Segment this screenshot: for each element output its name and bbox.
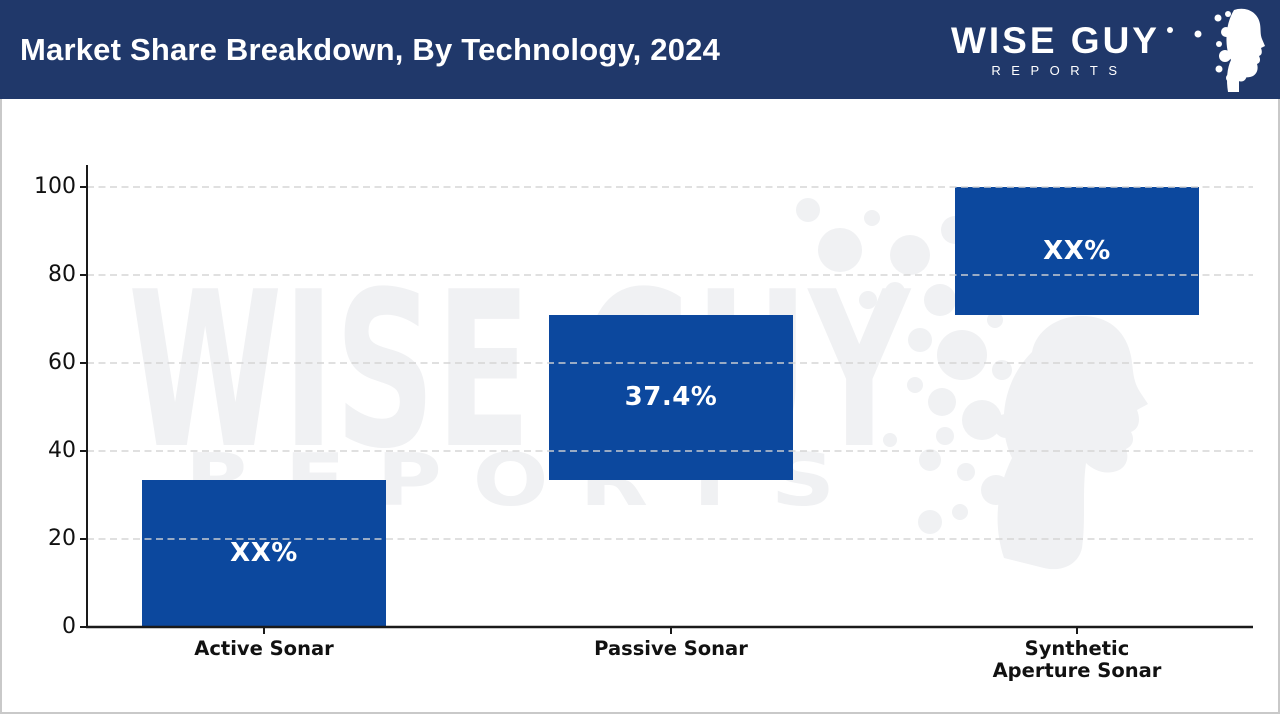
header-bar: Market Share Breakdown, By Technology, 2… — [0, 0, 1280, 99]
bar-value-label: 37.4% — [624, 382, 718, 413]
bar-value-label: XX% — [1043, 236, 1111, 267]
y-tick-label-80: 80 — [48, 262, 76, 287]
brand-logo: WISE GUY REPORTS — [951, 4, 1266, 96]
y-tick-label-40: 40 — [48, 438, 76, 463]
logo-face-icon — [1167, 8, 1265, 93]
bar-value-label: XX% — [230, 538, 298, 569]
y-tick-label-100: 100 — [34, 174, 76, 199]
bar-segment-0: XX% — [142, 479, 386, 627]
logo-wordmark: WISE GUY — [950, 19, 1160, 61]
bar-segment-1: 37.4% — [549, 315, 793, 480]
y-tick-label-0: 0 — [62, 614, 76, 639]
logo-subtitle: REPORTS — [991, 63, 1128, 79]
category-label-0: Active Sonar — [194, 637, 334, 660]
category-label-1: Passive Sonar — [594, 637, 748, 660]
category-label-2: Synthetic Aperture Sonar — [992, 637, 1162, 682]
chart-title: Market Share Breakdown, By Technology, 2… — [20, 31, 721, 67]
y-tick-label-60: 60 — [48, 350, 76, 375]
y-tick-label-20: 20 — [48, 526, 76, 551]
